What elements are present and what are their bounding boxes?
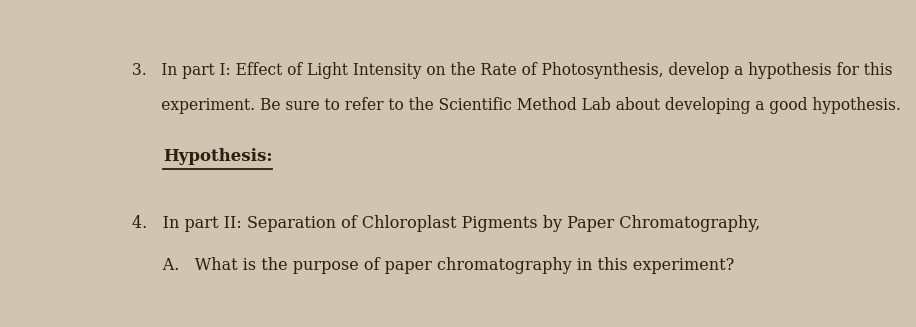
Text: 4.   In part II: Separation of Chloroplast Pigments by Paper Chromatography,: 4. In part II: Separation of Chloroplast… — [132, 215, 760, 232]
Text: 3.   In part I: Effect of Light Intensity on the Rate of Photosynthesis, develop: 3. In part I: Effect of Light Intensity … — [132, 62, 893, 79]
Text: A.   What is the purpose of paper chromatography in this experiment?: A. What is the purpose of paper chromato… — [132, 257, 735, 274]
Text: experiment. Be sure to refer to the Scientific Method Lab about developing a goo: experiment. Be sure to refer to the Scie… — [132, 97, 901, 114]
Text: Hypothesis:: Hypothesis: — [163, 148, 272, 165]
